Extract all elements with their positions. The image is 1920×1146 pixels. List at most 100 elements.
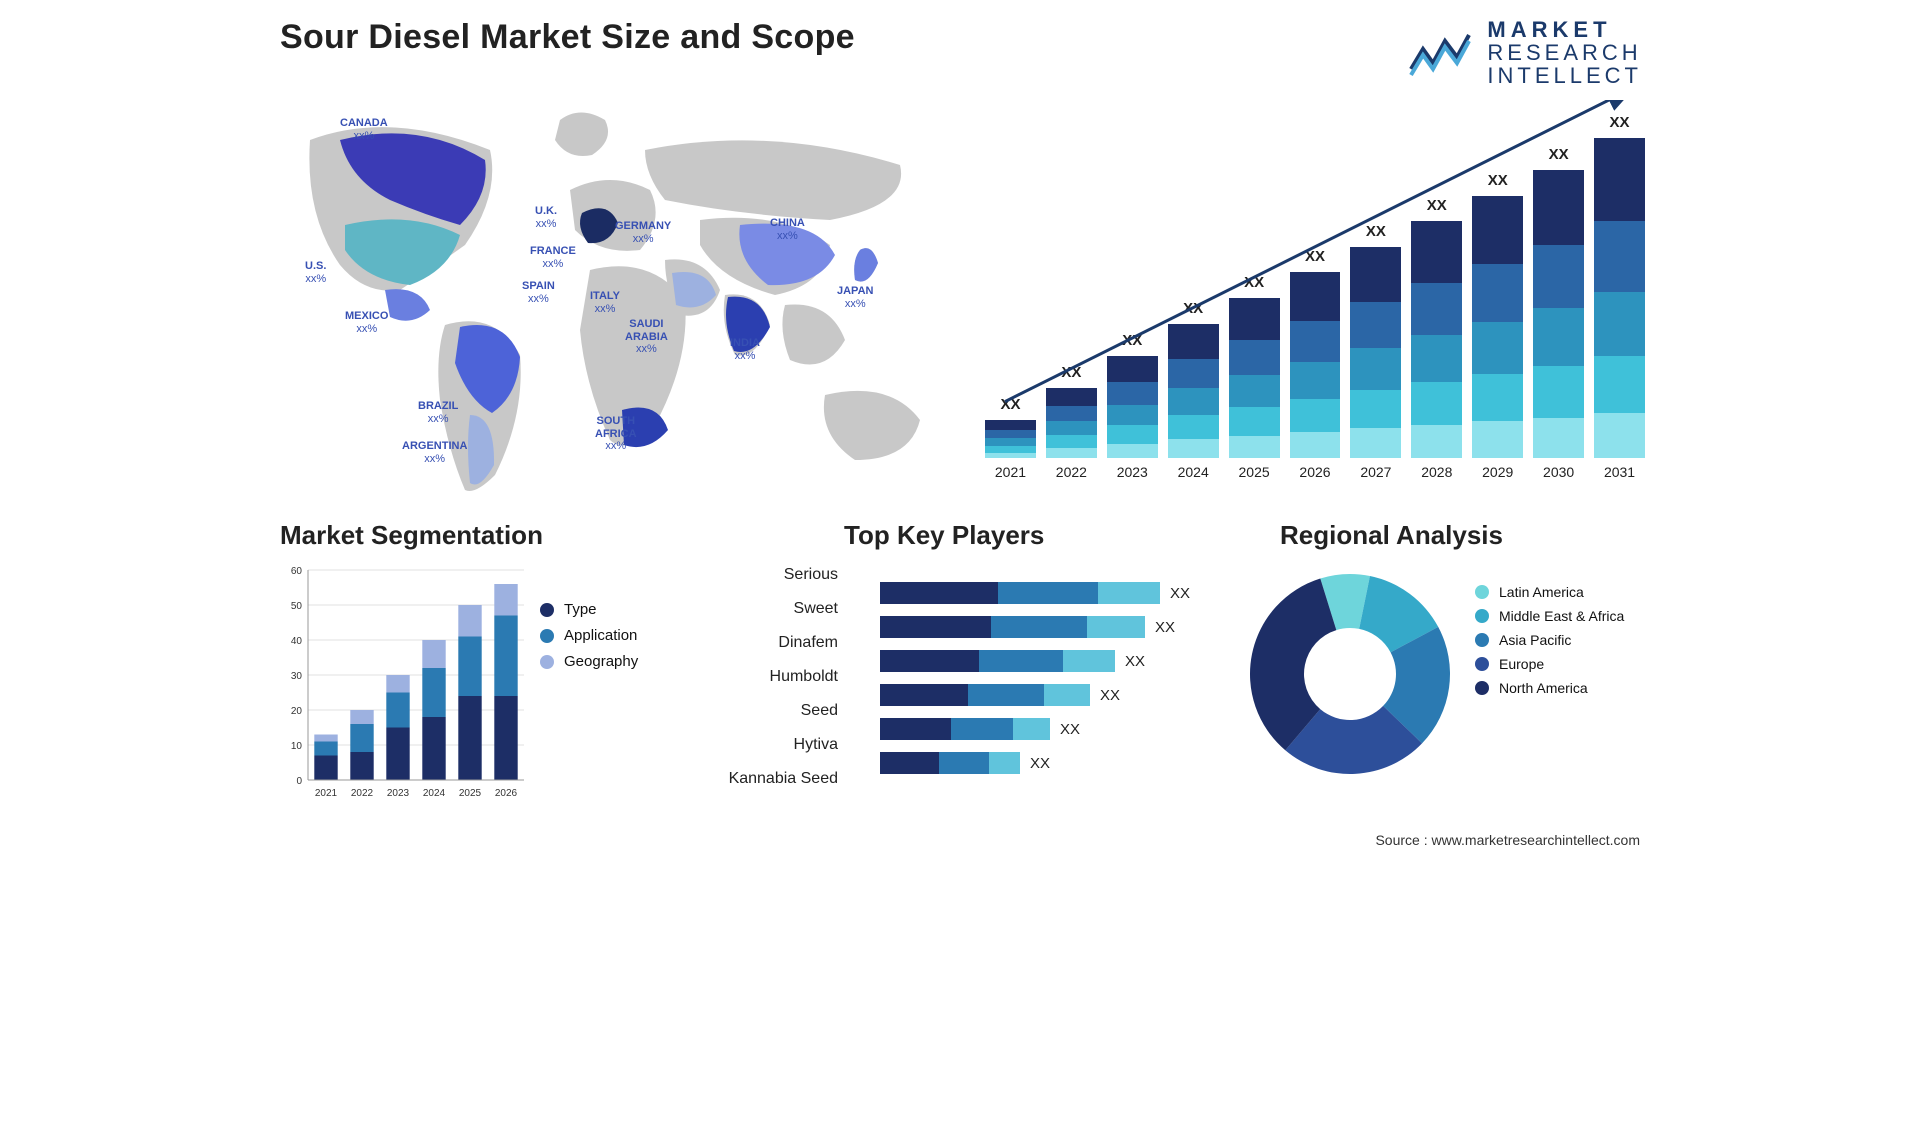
growth-bar-label: XX (985, 396, 1036, 413)
player-row: XX (880, 644, 1210, 678)
logo-mark-icon (1409, 29, 1473, 77)
player-row: XX (880, 712, 1210, 746)
map-label-spain: SPAINxx% (522, 280, 555, 305)
source-text: Source : www.marketresearchintellect.com (1375, 832, 1640, 848)
growth-bar-2021: XX (985, 420, 1036, 458)
growth-xlabel: 2024 (1168, 464, 1219, 480)
player-name: Dinafem (718, 626, 838, 660)
svg-text:20: 20 (291, 706, 303, 717)
region-legend-middle-east-africa: Middle East & Africa (1475, 608, 1624, 624)
player-name: Humboldt (718, 660, 838, 694)
players-bars: XX XX XX XX XX XX (880, 576, 1210, 780)
growth-xlabel: 2030 (1533, 464, 1584, 480)
growth-bar-2030: XX (1533, 170, 1584, 458)
region-legend-europe: Europe (1475, 656, 1624, 672)
growth-bar-2024: XX (1168, 324, 1219, 458)
map-label-argentina: ARGENTINAxx% (402, 440, 467, 465)
region-legend-asia-pacific: Asia Pacific (1475, 632, 1624, 648)
growth-xlabel: 2028 (1411, 464, 1462, 480)
player-row: XX (880, 746, 1210, 780)
svg-text:50: 50 (291, 601, 303, 612)
svg-text:2024: 2024 (423, 788, 446, 799)
player-row: XX (880, 678, 1210, 712)
growth-xlabel: 2023 (1107, 464, 1158, 480)
svg-text:2025: 2025 (459, 788, 482, 799)
region-legend-latin-america: Latin America (1475, 584, 1624, 600)
seg-legend-type: Type (540, 601, 670, 618)
seg-legend-geography: Geography (540, 653, 670, 670)
map-label-saudi-arabia: SAUDIARABIAxx% (625, 318, 668, 356)
regional-donut (1240, 564, 1460, 784)
player-value: XX (1170, 585, 1190, 602)
growth-bar-2023: XX (1107, 356, 1158, 458)
svg-text:2026: 2026 (495, 788, 518, 799)
logo-line-3: INTELLECT (1487, 64, 1642, 87)
svg-text:2022: 2022 (351, 788, 374, 799)
map-label-italy: ITALYxx% (590, 290, 620, 315)
svg-text:60: 60 (291, 566, 303, 577)
player-value: XX (1060, 721, 1080, 738)
segmentation-legend: Type Application Geography (540, 592, 670, 679)
growth-bar-2022: XX (1046, 388, 1097, 458)
player-name: Kannabia Seed (718, 762, 838, 796)
region-legend-north-america: North America (1475, 680, 1624, 696)
map-label-mexico: MEXICOxx% (345, 310, 388, 335)
map-label-u-k-: U.K.xx% (535, 205, 557, 230)
segmentation-title: Market Segmentation (280, 520, 543, 551)
growth-xlabel: 2029 (1472, 464, 1523, 480)
seg-legend-application: Application (540, 627, 670, 644)
svg-text:10: 10 (291, 741, 303, 752)
growth-bar-2028: XX (1411, 221, 1462, 458)
map-label-south-africa: SOUTHAFRICAxx% (595, 415, 637, 453)
map-label-india: INDIAxx% (730, 337, 760, 362)
segmentation-chart: 0 10 20 30 40 50 60 2021 2022 2023 2024 2025 2026 (280, 562, 530, 802)
growth-bar-label: XX (1046, 364, 1097, 381)
svg-text:40: 40 (291, 636, 303, 647)
growth-bar-label: XX (1594, 114, 1645, 131)
brand-logo: MARKET RESEARCH INTELLECT (1409, 18, 1642, 87)
growth-bar-label: XX (1350, 223, 1401, 240)
page-title: Sour Diesel Market Size and Scope (280, 18, 855, 57)
player-row: XX (880, 610, 1210, 644)
growth-xlabel: 2027 (1350, 464, 1401, 480)
player-name: Seed (718, 694, 838, 728)
world-map: CANADAxx% U.S.xx% MEXICOxx% BRAZILxx% ARGENT… (270, 95, 950, 505)
players-title: Top Key Players (844, 520, 1044, 551)
map-label-canada: CANADAxx% (340, 117, 388, 142)
growth-bar-2029: XX (1472, 196, 1523, 458)
map-label-france: FRANCExx% (530, 245, 576, 270)
logo-line-2: RESEARCH (1487, 41, 1642, 64)
growth-bar-2026: XX (1290, 272, 1341, 458)
growth-bar-label: XX (1472, 172, 1523, 189)
svg-text:30: 30 (291, 671, 303, 682)
growth-bar-label: XX (1168, 300, 1219, 317)
growth-bar-label: XX (1107, 332, 1158, 349)
growth-bar-label: XX (1229, 274, 1280, 291)
map-label-germany: GERMANYxx% (615, 220, 671, 245)
svg-text:0: 0 (296, 776, 302, 787)
regional-title: Regional Analysis (1280, 520, 1503, 551)
svg-text:2021: 2021 (315, 788, 338, 799)
growth-chart: XXXXXXXXXXXXXXXXXXXXXX 20212022202320242… (985, 100, 1645, 480)
player-name: Serious (718, 558, 838, 592)
map-label-china: CHINAxx% (770, 217, 805, 242)
growth-bar-label: XX (1290, 248, 1341, 265)
player-value: XX (1100, 687, 1120, 704)
logo-line-1: MARKET (1487, 18, 1642, 41)
map-label-japan: JAPANxx% (837, 285, 873, 310)
player-value: XX (1125, 653, 1145, 670)
map-label-brazil: BRAZILxx% (418, 400, 458, 425)
svg-text:2023: 2023 (387, 788, 410, 799)
map-label-u-s-: U.S.xx% (305, 260, 326, 285)
player-row: XX (880, 576, 1210, 610)
player-value: XX (1155, 619, 1175, 636)
player-name: Hytiva (718, 728, 838, 762)
growth-xlabel: 2031 (1594, 464, 1645, 480)
player-name: Sweet (718, 592, 838, 626)
growth-bar-label: XX (1411, 197, 1462, 214)
growth-xlabel: 2022 (1046, 464, 1097, 480)
growth-xlabel: 2025 (1229, 464, 1280, 480)
growth-bar-2025: XX (1229, 298, 1280, 458)
growth-bar-2027: XX (1350, 247, 1401, 458)
growth-bar-label: XX (1533, 146, 1584, 163)
